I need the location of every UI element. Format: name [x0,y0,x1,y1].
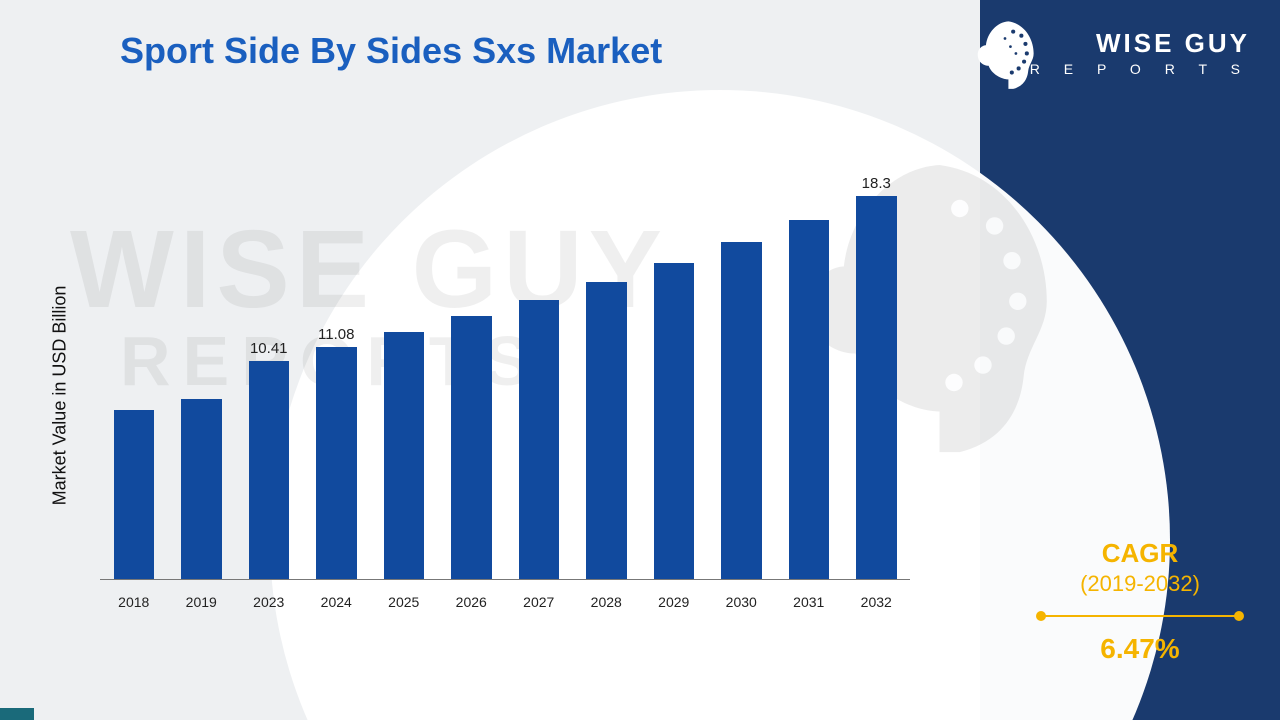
x-tick-label: 2023 [235,594,303,610]
bar [451,316,492,580]
x-axis-labels: 2018201920232024202520262027202820292030… [100,594,910,610]
bar-wrap: 11.08 [303,160,371,580]
chart-title: Sport Side By Sides Sxs Market [120,30,662,72]
x-tick-label: 2032 [843,594,911,610]
x-tick-label: 2027 [505,594,573,610]
plot-region: 10.41 11.08 18.3 [100,160,910,580]
bar-wrap [775,160,843,580]
cagr-title: CAGR [1035,538,1245,569]
bars-container: 10.41 11.08 18.3 [100,160,910,580]
bar-wrap [438,160,506,580]
cagr-range: (2019-2032) [1035,571,1245,597]
x-tick-label: 2029 [640,594,708,610]
x-tick-label: 2028 [573,594,641,610]
footer-accent [0,708,34,720]
logo-sub: R E P O R T S [1030,61,1250,77]
x-tick-label: 2026 [438,594,506,610]
y-axis-title: Market Value in USD Billion [50,286,71,506]
chart-area: Market Value in USD Billion 10.4111.0818… [60,160,910,610]
bar-wrap [100,160,168,580]
bar [181,399,222,580]
bar [721,242,762,580]
bar-wrap [708,160,776,580]
bar-wrap [370,160,438,580]
bar-value-label: 10.41 [250,340,288,357]
x-axis-line [100,579,910,580]
logo-text: WISE GUY R E P O R T S [1030,28,1250,77]
bar-wrap [640,160,708,580]
bar [384,332,425,580]
bar [586,282,627,580]
x-tick-label: 2030 [708,594,776,610]
bar-wrap: 18.3 [843,160,911,580]
bar [654,263,695,580]
bar-value-label: 18.3 [862,175,891,192]
logo-main: WISE GUY [1030,28,1250,59]
bar-wrap [573,160,641,580]
bar-value-label: 11.08 [318,326,354,343]
bar-wrap [168,160,236,580]
cagr-box: CAGR (2019-2032) 6.47% [1035,538,1245,665]
x-tick-label: 2025 [370,594,438,610]
x-tick-label: 2018 [100,594,168,610]
bar-wrap: 10.41 [235,160,303,580]
bar [249,361,290,580]
bar [114,410,155,580]
bar-wrap [505,160,573,580]
x-tick-label: 2031 [775,594,843,610]
bar [789,220,830,580]
cagr-divider [1041,615,1239,617]
x-tick-label: 2019 [168,594,236,610]
bar [519,300,560,580]
bar [316,347,357,580]
x-tick-label: 2024 [303,594,371,610]
cagr-value: 6.47% [1035,633,1245,665]
bar [856,196,897,580]
canvas: WISE GUY REPORTS Sport Side By Sides Sxs… [0,0,1280,720]
